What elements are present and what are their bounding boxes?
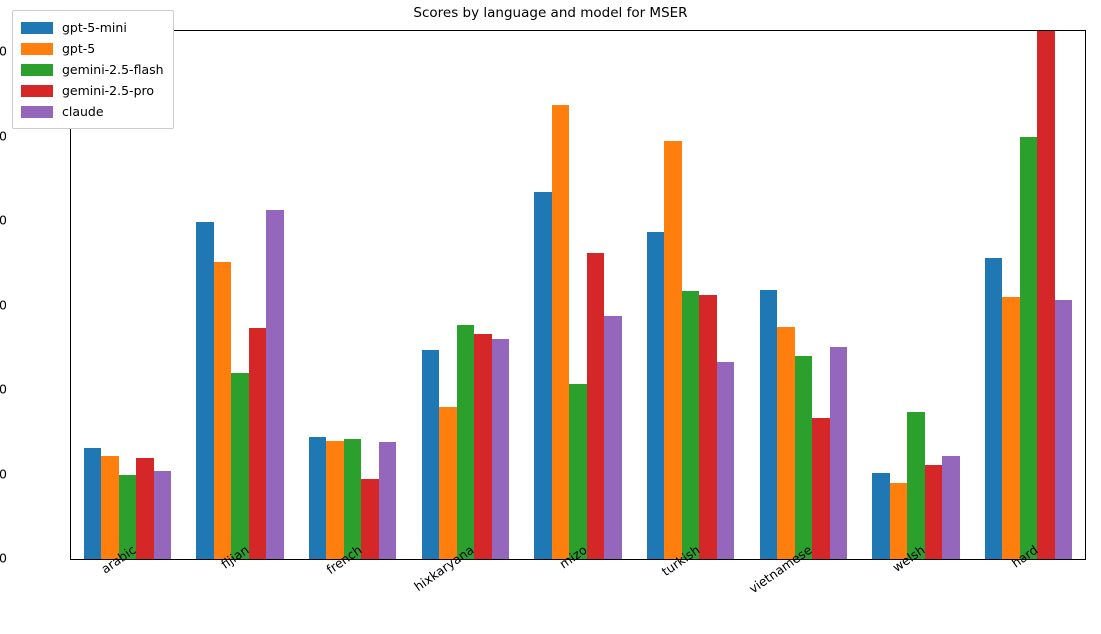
legend-color-swatch (21, 84, 53, 97)
legend-item: claude (21, 101, 164, 122)
legend-item: gpt-5 (21, 38, 164, 59)
chart-title: Scores by language and model for MSER (413, 5, 688, 21)
legend-color-swatch (21, 63, 53, 76)
bar (534, 191, 552, 559)
bar (326, 440, 344, 559)
bar (716, 361, 735, 559)
bar (681, 290, 700, 559)
y-axis-tick-mark (70, 390, 71, 391)
bar (569, 383, 587, 559)
bar (196, 221, 214, 559)
bar (439, 406, 457, 559)
bar (942, 456, 960, 559)
legend-label: gemini-2.5-flash (62, 62, 164, 77)
bar (699, 294, 717, 559)
y-axis-tick-mark (70, 475, 71, 476)
bar (872, 473, 890, 559)
bar (777, 326, 795, 559)
bar (1002, 297, 1020, 559)
bar (664, 140, 682, 559)
bar (1019, 136, 1038, 559)
bar (491, 338, 509, 559)
bar (309, 437, 327, 559)
bar (604, 315, 622, 559)
legend-label: claude (62, 104, 104, 119)
bar (101, 455, 119, 559)
bar (456, 325, 475, 559)
bar (889, 482, 908, 559)
bar (924, 465, 943, 559)
legend-color-swatch (21, 21, 53, 34)
bar (266, 209, 284, 559)
y-axis-tick-label: 120 (0, 43, 7, 59)
y-axis-tick-label: 0 (0, 550, 7, 566)
bar (586, 252, 605, 559)
bar (907, 412, 925, 559)
y-axis-tick-label: 40 (0, 381, 7, 397)
legend-label: gpt-5-mini (62, 20, 127, 35)
bar (361, 478, 379, 559)
plot-axes (70, 30, 1086, 560)
bar (1054, 299, 1073, 559)
bar (474, 334, 492, 559)
y-axis-tick-label: 80 (0, 212, 7, 228)
bar (153, 471, 171, 559)
y-axis-tick-label: 20 (0, 466, 7, 482)
legend-color-swatch (21, 105, 53, 118)
bar (248, 328, 267, 559)
plot-area (71, 31, 1085, 559)
bar (812, 417, 830, 559)
bar (213, 262, 232, 559)
chart-legend: gpt-5-mini gpt-5 gemini-2.5-flash gemini-2.… (12, 10, 174, 129)
bar (343, 439, 362, 559)
bar (421, 349, 440, 559)
bar (83, 448, 102, 559)
y-axis-tick-mark (70, 137, 71, 138)
bar (378, 441, 397, 559)
bar (794, 356, 813, 559)
legend-item: gemini-2.5-flash (21, 59, 164, 80)
y-axis-tick-label: 60 (0, 297, 7, 313)
bar (759, 289, 778, 559)
legend-color-swatch (21, 42, 53, 55)
y-axis-tick-label: 100 (0, 128, 7, 144)
y-axis-tick-mark (70, 559, 71, 560)
bar (647, 232, 665, 559)
legend-label: gpt-5 (62, 41, 96, 56)
y-axis-tick-mark (70, 221, 71, 222)
bar (551, 105, 570, 559)
legend-item: gpt-5-mini (21, 17, 164, 38)
bar (136, 458, 154, 559)
bar (1037, 31, 1055, 559)
bar (985, 257, 1003, 559)
legend-label: gemini-2.5-pro (62, 83, 155, 98)
bar (118, 475, 137, 559)
bar (829, 346, 847, 559)
y-axis-tick-mark (70, 306, 71, 307)
bar (231, 373, 249, 559)
legend-item: gemini-2.5-pro (21, 80, 164, 101)
